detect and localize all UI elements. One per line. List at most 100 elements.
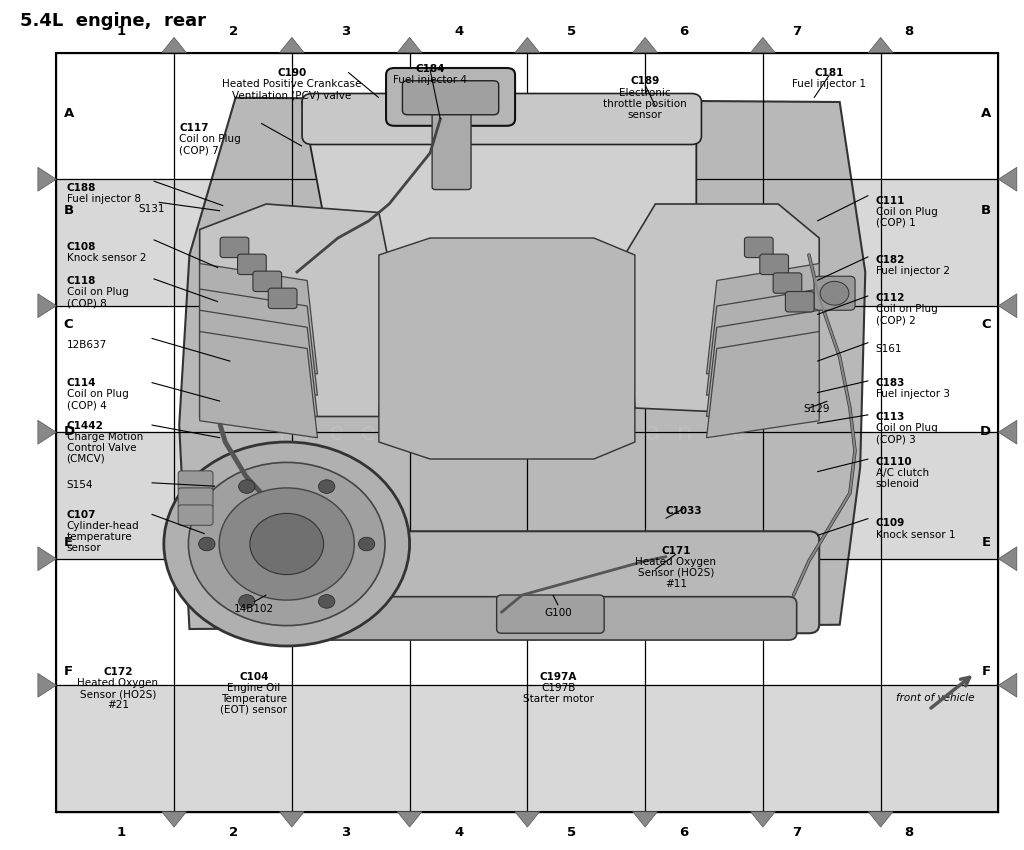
Polygon shape bbox=[633, 812, 657, 827]
Polygon shape bbox=[998, 673, 1017, 697]
Polygon shape bbox=[751, 37, 775, 53]
Text: Sensor (HO2S): Sensor (HO2S) bbox=[80, 689, 156, 700]
Circle shape bbox=[239, 595, 255, 609]
FancyBboxPatch shape bbox=[178, 471, 213, 491]
FancyBboxPatch shape bbox=[785, 292, 814, 312]
Bar bbox=[56, 53, 998, 812]
Text: (COP) 8: (COP) 8 bbox=[67, 298, 106, 309]
Text: 7: 7 bbox=[793, 25, 801, 38]
FancyBboxPatch shape bbox=[402, 81, 499, 115]
FancyBboxPatch shape bbox=[220, 237, 249, 258]
Text: Fuel injector 1: Fuel injector 1 bbox=[793, 79, 866, 89]
Text: C1110: C1110 bbox=[876, 457, 912, 468]
Polygon shape bbox=[200, 310, 317, 416]
Text: F: F bbox=[982, 665, 991, 678]
Text: Cylinder-head: Cylinder-head bbox=[67, 521, 139, 531]
Text: C182: C182 bbox=[876, 255, 905, 265]
Text: Fuel injector 4: Fuel injector 4 bbox=[393, 75, 467, 85]
Text: (CMCV): (CMCV) bbox=[67, 454, 105, 464]
Polygon shape bbox=[625, 204, 819, 416]
Polygon shape bbox=[707, 332, 819, 438]
Text: sensor: sensor bbox=[628, 110, 663, 120]
Text: D: D bbox=[980, 425, 991, 439]
Polygon shape bbox=[179, 98, 865, 629]
FancyBboxPatch shape bbox=[253, 271, 282, 292]
Polygon shape bbox=[38, 673, 56, 697]
Text: C118: C118 bbox=[67, 276, 96, 286]
Text: temperature: temperature bbox=[67, 532, 132, 542]
FancyBboxPatch shape bbox=[178, 505, 213, 525]
Text: 8: 8 bbox=[904, 25, 914, 38]
Polygon shape bbox=[379, 238, 635, 459]
Text: 2: 2 bbox=[229, 25, 238, 38]
FancyBboxPatch shape bbox=[225, 531, 819, 633]
FancyBboxPatch shape bbox=[744, 237, 773, 258]
Polygon shape bbox=[998, 421, 1017, 445]
Text: 8: 8 bbox=[904, 826, 914, 840]
Text: Coil on Plug: Coil on Plug bbox=[876, 207, 937, 217]
Polygon shape bbox=[868, 812, 893, 827]
Polygon shape bbox=[38, 167, 56, 191]
Polygon shape bbox=[38, 547, 56, 570]
Text: Coil on Plug: Coil on Plug bbox=[179, 134, 241, 145]
Text: 3: 3 bbox=[341, 25, 351, 38]
Circle shape bbox=[250, 513, 324, 575]
Polygon shape bbox=[38, 294, 56, 318]
Text: C188: C188 bbox=[67, 183, 96, 193]
Polygon shape bbox=[302, 102, 696, 272]
Text: A: A bbox=[981, 107, 991, 121]
Circle shape bbox=[219, 488, 354, 600]
Polygon shape bbox=[515, 812, 540, 827]
Text: Control Valve: Control Valve bbox=[67, 443, 136, 453]
Text: C184: C184 bbox=[416, 64, 444, 74]
Text: Knock sensor 1: Knock sensor 1 bbox=[876, 530, 955, 540]
Text: 3: 3 bbox=[341, 826, 351, 840]
Text: C107: C107 bbox=[67, 510, 96, 520]
Text: (COP) 1: (COP) 1 bbox=[876, 218, 915, 228]
Text: S154: S154 bbox=[67, 480, 93, 490]
Polygon shape bbox=[280, 812, 304, 827]
Text: C1033: C1033 bbox=[666, 506, 702, 516]
Polygon shape bbox=[200, 204, 389, 416]
Text: C108: C108 bbox=[67, 242, 96, 252]
Text: S131: S131 bbox=[138, 204, 165, 214]
Circle shape bbox=[820, 281, 849, 305]
Text: Fuel injector 2: Fuel injector 2 bbox=[876, 266, 949, 276]
Text: S129: S129 bbox=[803, 404, 829, 414]
Text: C109: C109 bbox=[876, 518, 905, 529]
Polygon shape bbox=[998, 294, 1017, 318]
Polygon shape bbox=[707, 289, 819, 395]
FancyBboxPatch shape bbox=[432, 112, 471, 190]
Text: solenoid: solenoid bbox=[876, 479, 920, 490]
Polygon shape bbox=[998, 167, 1017, 191]
Text: 5: 5 bbox=[567, 826, 575, 840]
Text: 4: 4 bbox=[454, 826, 464, 840]
Text: #21: #21 bbox=[106, 700, 129, 711]
Text: D: D bbox=[63, 425, 75, 439]
FancyBboxPatch shape bbox=[178, 488, 213, 508]
Polygon shape bbox=[38, 421, 56, 445]
Polygon shape bbox=[707, 264, 819, 374]
Polygon shape bbox=[868, 37, 893, 53]
Circle shape bbox=[358, 537, 375, 551]
Text: C117: C117 bbox=[179, 123, 209, 133]
Text: Ventilation (PCV) valve: Ventilation (PCV) valve bbox=[232, 90, 351, 100]
FancyBboxPatch shape bbox=[386, 68, 515, 126]
Polygon shape bbox=[707, 310, 819, 416]
Text: (COP) 7: (COP) 7 bbox=[179, 145, 219, 156]
Text: S161: S161 bbox=[876, 344, 902, 354]
Text: A: A bbox=[63, 107, 74, 121]
FancyBboxPatch shape bbox=[773, 273, 802, 293]
Text: C181: C181 bbox=[815, 68, 844, 78]
Text: C: C bbox=[982, 318, 991, 332]
Text: Knock sensor 2: Knock sensor 2 bbox=[67, 253, 146, 264]
Text: Sensor (HO2S): Sensor (HO2S) bbox=[638, 568, 714, 578]
Circle shape bbox=[199, 537, 215, 551]
Text: C172: C172 bbox=[103, 667, 132, 677]
Text: C190: C190 bbox=[278, 68, 306, 78]
FancyBboxPatch shape bbox=[268, 288, 297, 309]
Text: F: F bbox=[63, 665, 73, 678]
Circle shape bbox=[188, 462, 385, 626]
FancyBboxPatch shape bbox=[238, 254, 266, 275]
Text: 1: 1 bbox=[117, 826, 125, 840]
